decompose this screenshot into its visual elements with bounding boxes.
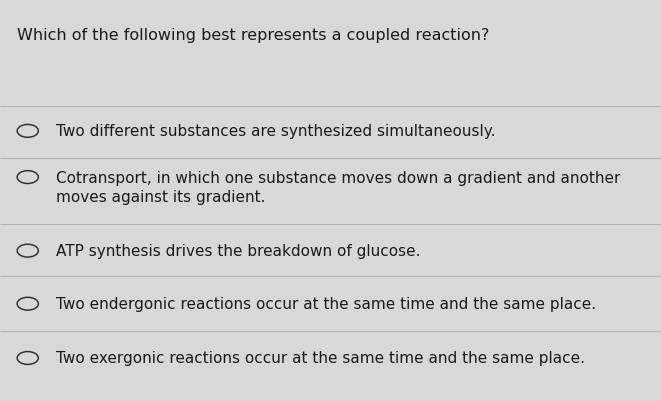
Text: Which of the following best represents a coupled reaction?: Which of the following best represents a… xyxy=(17,28,489,43)
Text: Two exergonic reactions occur at the same time and the same place.: Two exergonic reactions occur at the sam… xyxy=(56,350,585,366)
Text: Cotransport, in which one substance moves down a gradient and another
moves agai: Cotransport, in which one substance move… xyxy=(56,170,621,205)
Text: Two endergonic reactions occur at the same time and the same place.: Two endergonic reactions occur at the sa… xyxy=(56,296,596,312)
Text: ATP synthesis drives the breakdown of glucose.: ATP synthesis drives the breakdown of gl… xyxy=(56,243,420,259)
Text: Two different substances are synthesized simultaneously.: Two different substances are synthesized… xyxy=(56,124,496,139)
